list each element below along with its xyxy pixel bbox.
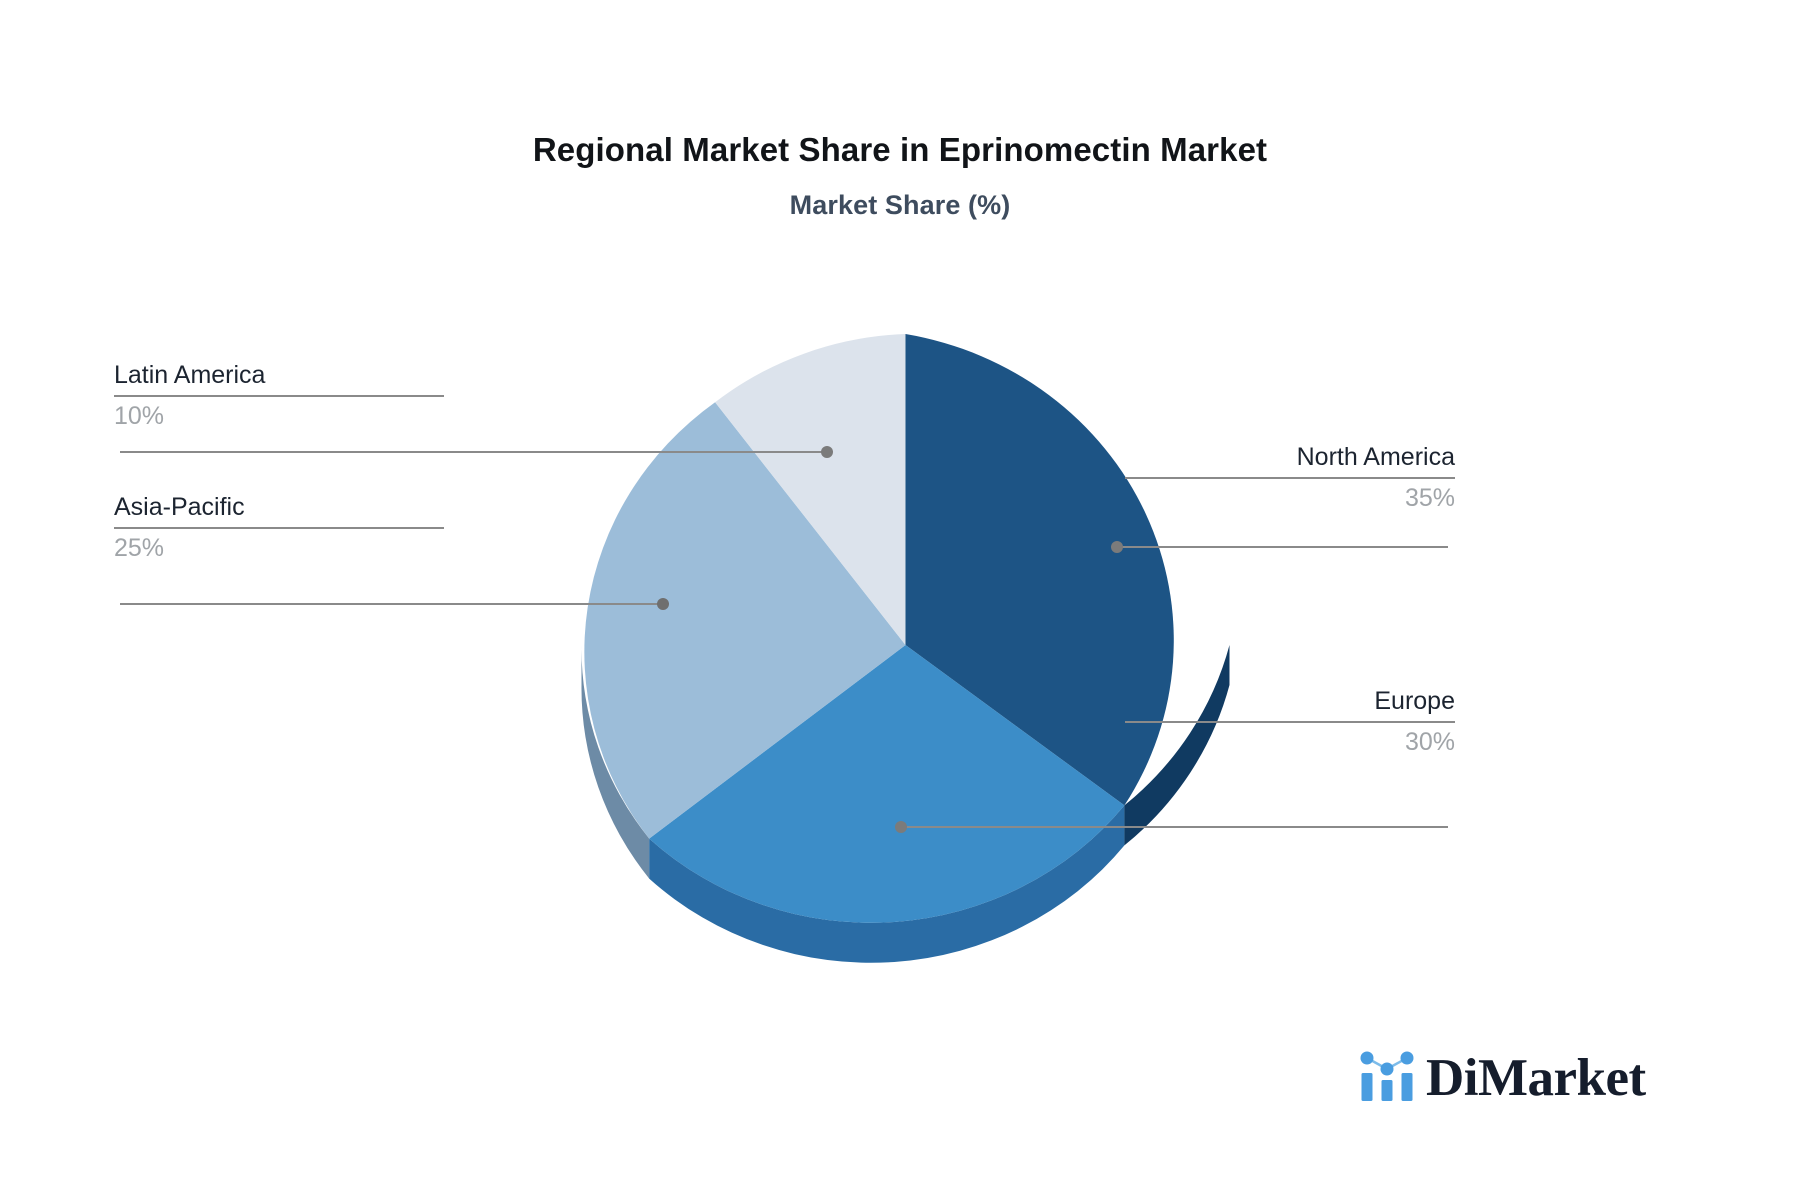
callout-rule-asia-pacific: [114, 527, 444, 529]
callout-value-north-america: 35%: [1404, 484, 1455, 512]
callout-label-europe: Europe: [1374, 687, 1455, 715]
pie-slice-latin-america: [715, 334, 906, 645]
pie-slice-europe: [649, 645, 1125, 923]
leader-latin-america: [120, 446, 833, 458]
callout-value-europe: 30%: [1404, 728, 1455, 756]
callout-rule-latin-america: [114, 395, 444, 397]
callout-north-america: North America 35%: [1125, 442, 1455, 513]
pie-slice-asia-pacific: [584, 402, 906, 839]
callout-asia-pacific: Asia-Pacific 25%: [114, 492, 444, 563]
callout-value-latin-america: 10%: [114, 402, 165, 430]
leader-asia-pacific: [120, 598, 669, 610]
callout-value-asia-pacific: 25%: [114, 534, 165, 562]
callout-label-asia-pacific: Asia-Pacific: [114, 493, 245, 521]
pie-side-europe: [649, 805, 1125, 963]
callout-label-north-america: North America: [1296, 443, 1455, 471]
callout-europe: Europe 30%: [1125, 686, 1455, 757]
callout-rule-north-america: [1125, 477, 1455, 479]
pie-side-asia-pacific: [581, 645, 650, 879]
chart-subtitle: Market Share (%): [789, 190, 1011, 220]
pie-slice-north-america: [905, 334, 1174, 806]
callout-label-latin-america: Latin America: [114, 361, 266, 389]
bar-chart-with-dots-icon: [1358, 1048, 1416, 1109]
leader-north-america: [1111, 541, 1448, 553]
pie-side-north-america: [1124, 645, 1230, 846]
dimarket-logo: DiMarket: [1358, 1048, 1646, 1109]
page-title: Regional Market Share in Eprinomectin Ma…: [532, 131, 1268, 168]
leader-europe: [895, 821, 1448, 833]
logo-wordmark: DiMarket: [1426, 1049, 1646, 1107]
callout-rule-europe: [1125, 721, 1455, 723]
callout-latin-america: Latin America 10%: [114, 360, 444, 431]
